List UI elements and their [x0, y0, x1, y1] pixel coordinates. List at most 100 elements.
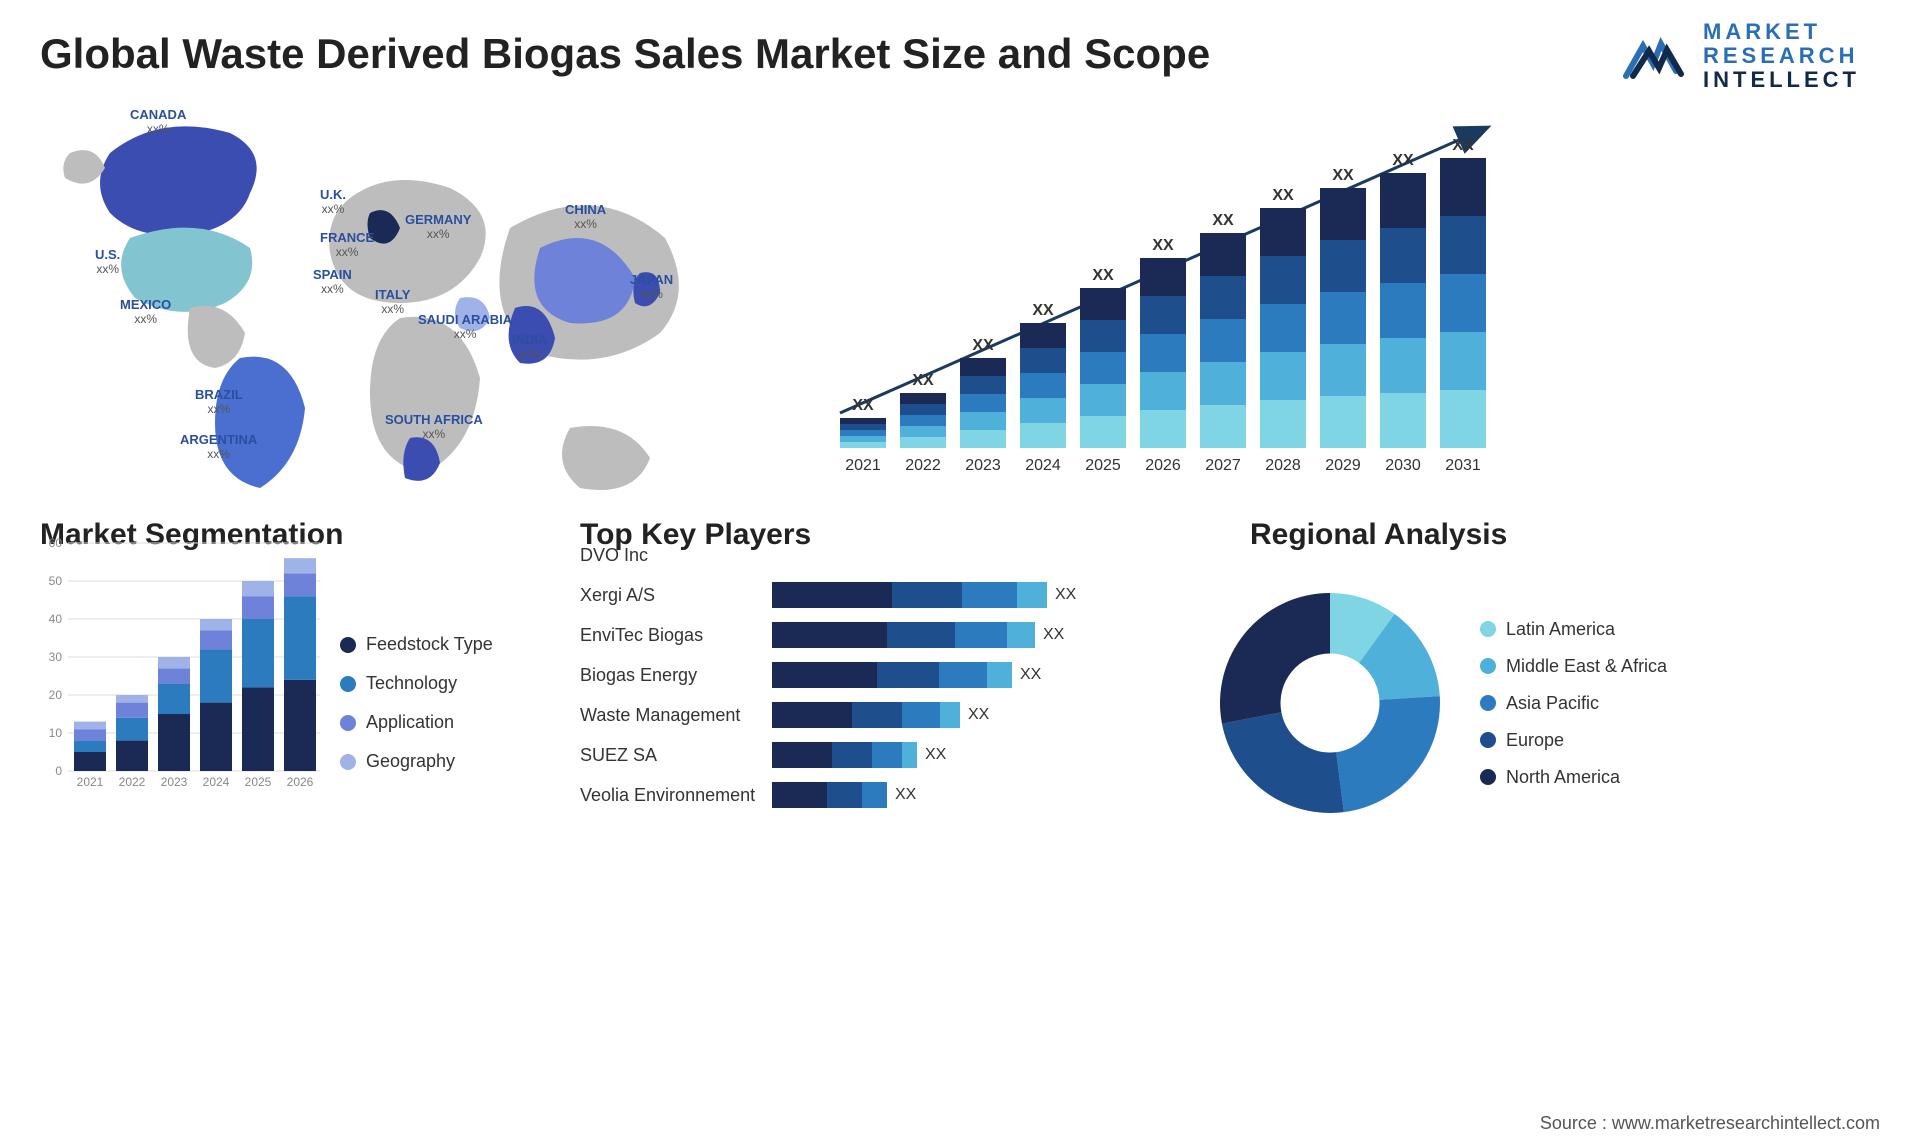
svg-text:2024: 2024: [203, 775, 230, 789]
svg-text:XX: XX: [912, 372, 934, 389]
player-bar: XX: [772, 662, 1170, 688]
svg-text:XX: XX: [972, 337, 994, 354]
svg-text:XX: XX: [1152, 237, 1174, 254]
svg-text:XX: XX: [1092, 267, 1114, 284]
regional-title: Regional Analysis: [1250, 518, 1507, 552]
map-label-saudi-arabia: SAUDI ARABIAxx%: [418, 313, 512, 342]
svg-text:2022: 2022: [905, 457, 941, 474]
svg-text:30: 30: [49, 650, 63, 664]
map-label-argentina: ARGENTINAxx%: [180, 433, 257, 462]
player-value: XX: [895, 786, 916, 804]
seg-legend-geography: Geography: [340, 751, 560, 772]
map-label-south-africa: SOUTH AFRICAxx%: [385, 413, 483, 442]
map-label-spain: SPAINxx%: [313, 268, 352, 297]
map-label-u-k-: U.K.xx%: [320, 188, 346, 217]
svg-text:40: 40: [49, 612, 63, 626]
svg-text:2026: 2026: [1145, 457, 1181, 474]
player-value: XX: [1043, 626, 1064, 644]
svg-text:20: 20: [49, 688, 63, 702]
player-row: Waste Management XX: [580, 698, 1170, 732]
player-row: Biogas Energy XX: [580, 658, 1170, 692]
svg-text:2028: 2028: [1265, 457, 1301, 474]
source-attribution: Source : www.marketresearchintellect.com: [1540, 1113, 1880, 1134]
map-label-canada: CANADAxx%: [130, 108, 186, 137]
svg-text:60: 60: [49, 538, 63, 550]
svg-text:2027: 2027: [1205, 457, 1241, 474]
svg-text:XX: XX: [1032, 302, 1054, 319]
region-legend-middle-east-africa: Middle East & Africa: [1480, 656, 1880, 677]
players-list: DVO IncXergi A/SXXEnviTec BiogasXXBiogas…: [580, 538, 1170, 868]
svg-text:50: 50: [49, 574, 63, 588]
player-name: Waste Management: [580, 705, 760, 726]
player-name: SUEZ SA: [580, 745, 760, 766]
player-row: Veolia Environnement XX: [580, 778, 1170, 812]
world-map-panel: CANADAxx% U.S.xx%MEXICOxx% BRAZILxx% ARGENT…: [40, 98, 760, 518]
svg-text:XX: XX: [1212, 212, 1234, 229]
svg-text:2023: 2023: [965, 457, 1001, 474]
player-row: EnviTec Biogas XX: [580, 618, 1170, 652]
logo-line1: MARKET: [1703, 20, 1860, 44]
svg-text:2023: 2023: [161, 775, 188, 789]
player-bar: XX: [772, 622, 1170, 648]
player-name: Xergi A/S: [580, 585, 760, 606]
brand-logo: MARKET RESEARCH INTELLECT: [1621, 20, 1860, 93]
growth-bar-chart: XX 2021 XX 2022 XX 2023 XX 2024 XX 2025 XX 2026 XX 20…: [820, 118, 1500, 498]
player-name: Biogas Energy: [580, 665, 760, 686]
player-bar: XX: [772, 742, 1170, 768]
svg-text:0: 0: [55, 764, 62, 778]
map-label-france: FRANCExx%: [320, 231, 374, 260]
map-label-italy: ITALYxx%: [375, 288, 410, 317]
player-bar: [772, 542, 1170, 568]
player-value: XX: [1055, 586, 1076, 604]
player-value: XX: [925, 746, 946, 764]
player-value: XX: [968, 706, 989, 724]
map-label-germany: GERMANYxx%: [405, 213, 471, 242]
segmentation-chart: 0 10 20 30 40 50 60 2021 2022 2023 2024 2025 2026: [40, 538, 320, 868]
player-row: SUEZ SA XX: [580, 738, 1170, 772]
region-legend-latin-america: Latin America: [1480, 619, 1880, 640]
player-name: Veolia Environnement: [580, 785, 760, 806]
logo-icon: [1621, 26, 1691, 86]
map-label-mexico: MEXICOxx%: [120, 298, 171, 327]
svg-text:2024: 2024: [1025, 457, 1061, 474]
seg-legend-feedstock-type: Feedstock Type: [340, 634, 560, 655]
player-row: Xergi A/S XX: [580, 578, 1170, 612]
region-legend-europe: Europe: [1480, 730, 1880, 751]
seg-legend-application: Application: [340, 712, 560, 733]
svg-text:2021: 2021: [845, 457, 881, 474]
page-title: Global Waste Derived Biogas Sales Market…: [40, 30, 1880, 78]
map-label-india: INDIAxx%: [512, 333, 547, 362]
region-legend-asia-pacific: Asia Pacific: [1480, 693, 1880, 714]
regional-legend: Latin America Middle East & Africa Asia Pa…: [1470, 619, 1880, 788]
map-label-japan: JAPANxx%: [630, 273, 673, 302]
map-label-u-s-: U.S.xx%: [95, 248, 120, 277]
growth-chart-panel: XX 2021 XX 2022 XX 2023 XX 2024 XX 2025 XX 2026 XX 20…: [800, 98, 1880, 518]
svg-text:XX: XX: [1452, 137, 1474, 154]
svg-text:2030: 2030: [1385, 457, 1421, 474]
logo-line2: RESEARCH: [1703, 44, 1860, 68]
svg-text:2022: 2022: [119, 775, 146, 789]
svg-text:2029: 2029: [1325, 457, 1361, 474]
svg-text:2026: 2026: [287, 775, 314, 789]
player-name: EnviTec Biogas: [580, 625, 760, 646]
logo-line3: INTELLECT: [1703, 68, 1860, 92]
svg-text:2025: 2025: [245, 775, 272, 789]
regional-donut: [1190, 573, 1470, 833]
seg-legend-technology: Technology: [340, 673, 560, 694]
player-value: XX: [1020, 666, 1041, 684]
svg-text:10: 10: [49, 726, 63, 740]
map-label-china: CHINAxx%: [565, 203, 606, 232]
player-bar: XX: [772, 702, 1170, 728]
svg-text:XX: XX: [1272, 187, 1294, 204]
region-legend-north-america: North America: [1480, 767, 1880, 788]
map-label-brazil: BRAZILxx%: [195, 388, 243, 417]
player-bar: XX: [772, 582, 1170, 608]
svg-text:2025: 2025: [1085, 457, 1121, 474]
players-title: Top Key Players: [580, 518, 811, 552]
svg-text:XX: XX: [1392, 152, 1414, 169]
svg-text:2031: 2031: [1445, 457, 1481, 474]
player-bar: XX: [772, 782, 1170, 808]
svg-text:XX: XX: [1332, 167, 1354, 184]
segmentation-legend: Feedstock Type Technology Application Geogr…: [320, 538, 560, 868]
svg-text:2021: 2021: [77, 775, 104, 789]
